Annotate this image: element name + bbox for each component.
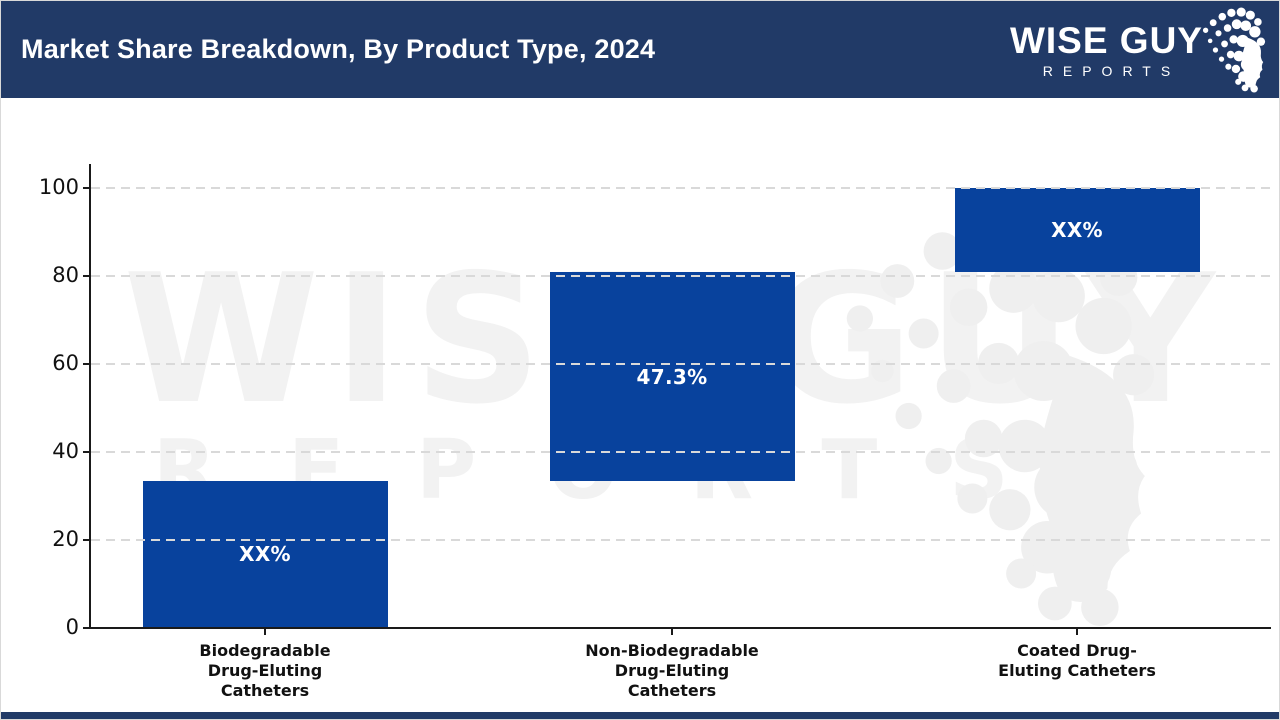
y-tick-mark — [83, 363, 89, 365]
footer-bar — [1, 712, 1279, 719]
x-category-label: Biodegradable Drug-Eluting Catheters — [199, 641, 331, 700]
bar-2: 47.3% — [549, 272, 795, 481]
gridline-20 — [91, 539, 1271, 541]
y-tick-label: 0 — [65, 615, 79, 639]
y-tick-label: 80 — [52, 263, 79, 287]
y-tick-label: 60 — [52, 351, 79, 375]
y-tick-mark — [83, 451, 89, 453]
page-title: Market Share Breakdown, By Product Type,… — [21, 34, 656, 64]
x-tick-mark — [1076, 629, 1078, 635]
bar-value-label: 47.3% — [636, 364, 708, 389]
logo-wordmark: WISE GUY — [1009, 19, 1203, 61]
plot-area: 0 20 40 60 80 100 XX% 47.3% XX% Biodegradable D… — [1, 98, 1279, 714]
x-tick-mark — [264, 629, 266, 635]
x-category-label: Non-Biodegradable Drug-Eluting Catheters — [585, 641, 759, 700]
gridline-60 — [91, 363, 1271, 365]
logo-subtitle: REPORTS — [1042, 62, 1181, 79]
wise-guy-reports-logo: WISE GUY REPORTS — [1009, 7, 1267, 93]
logo-text: WISE GUY REPORTS — [1009, 19, 1203, 79]
y-axis-line — [89, 164, 91, 628]
y-tick-mark — [83, 539, 89, 541]
bar-value-label: XX% — [1051, 218, 1103, 243]
header-bar: Market Share Breakdown, By Product Type,… — [1, 1, 1279, 98]
dotted-head-icon — [1202, 7, 1266, 93]
gridline-40 — [91, 451, 1271, 453]
gridline-100 — [91, 187, 1271, 189]
y-tick-label: 40 — [52, 439, 79, 463]
y-tick-mark — [83, 275, 89, 277]
bar-value-label: XX% — [239, 542, 291, 567]
bar-1: XX% — [142, 480, 388, 628]
y-tick-mark — [83, 187, 89, 189]
x-category-label: Coated Drug- Eluting Catheters — [998, 641, 1156, 680]
x-tick-mark — [671, 629, 673, 635]
gridline-80 — [91, 275, 1271, 277]
x-axis-line — [89, 627, 1271, 629]
bar-3: XX% — [954, 188, 1200, 273]
y-tick-label: 100 — [38, 175, 79, 199]
y-tick-mark — [83, 627, 89, 629]
y-tick-label: 20 — [52, 527, 79, 551]
